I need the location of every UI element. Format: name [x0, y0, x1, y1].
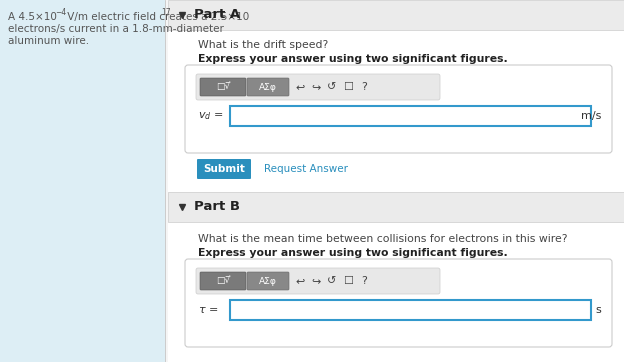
Text: electrons/s current in a 1.8-mm-diameter: electrons/s current in a 1.8-mm-diameter [8, 24, 224, 34]
Text: ↩: ↩ [295, 82, 305, 92]
Text: AΣφ: AΣφ [259, 83, 277, 92]
Text: ↺: ↺ [328, 82, 337, 92]
Bar [168, 192, 624, 222]
Text: ?: ? [361, 82, 367, 92]
Text: ☐: ☐ [343, 276, 353, 286]
Text: □√̅: □√̅ [216, 83, 230, 92]
Text: ↩: ↩ [295, 276, 305, 286]
FancyBboxPatch shape [197, 159, 251, 179]
Text: ↪: ↪ [311, 82, 321, 92]
FancyBboxPatch shape [247, 78, 289, 96]
Text: What is the mean time between collisions for electrons in this wire?: What is the mean time between collisions… [198, 234, 567, 244]
Text: Request Answer: Request Answer [264, 164, 348, 174]
FancyBboxPatch shape [200, 78, 246, 96]
Text: What is the drift speed?: What is the drift speed? [198, 40, 328, 50]
FancyBboxPatch shape [196, 74, 440, 100]
Text: ☐: ☐ [343, 82, 353, 92]
Text: Submit: Submit [203, 164, 245, 174]
Text: Part B: Part B [194, 200, 240, 213]
Text: s: s [595, 305, 601, 315]
Bar [168, 0, 624, 30]
Bar [230, 106, 591, 126]
Text: Part A: Part A [194, 8, 240, 21]
Bar [230, 300, 591, 320]
Text: ↺: ↺ [328, 276, 337, 286]
Text: 17: 17 [161, 8, 170, 17]
Bar [168, 192, 624, 362]
Text: Express your answer using two significant figures.: Express your answer using two significan… [198, 248, 508, 258]
Text: aluminum wire.: aluminum wire. [8, 36, 89, 46]
FancyBboxPatch shape [196, 268, 440, 294]
Text: ↪: ↪ [311, 276, 321, 286]
FancyBboxPatch shape [185, 259, 612, 347]
Bar [168, 0, 624, 362]
Text: $v_d$ =: $v_d$ = [198, 110, 223, 122]
FancyBboxPatch shape [185, 65, 612, 153]
Text: AΣφ: AΣφ [259, 277, 277, 286]
Bar [168, 222, 624, 362]
FancyBboxPatch shape [247, 272, 289, 290]
Text: A 4.5×10: A 4.5×10 [8, 12, 57, 22]
Text: m/s: m/s [580, 111, 601, 121]
Text: □√̅: □√̅ [216, 277, 230, 286]
Text: $\tau$ =: $\tau$ = [198, 305, 218, 315]
Text: ?: ? [361, 276, 367, 286]
Text: Express your answer using two significant figures.: Express your answer using two significan… [198, 54, 508, 64]
Bar [0, 0, 165, 362]
Text: V/m electric field creates a 2.5×10: V/m electric field creates a 2.5×10 [64, 12, 249, 22]
Text: −4: −4 [55, 8, 66, 17]
FancyBboxPatch shape [200, 272, 246, 290]
